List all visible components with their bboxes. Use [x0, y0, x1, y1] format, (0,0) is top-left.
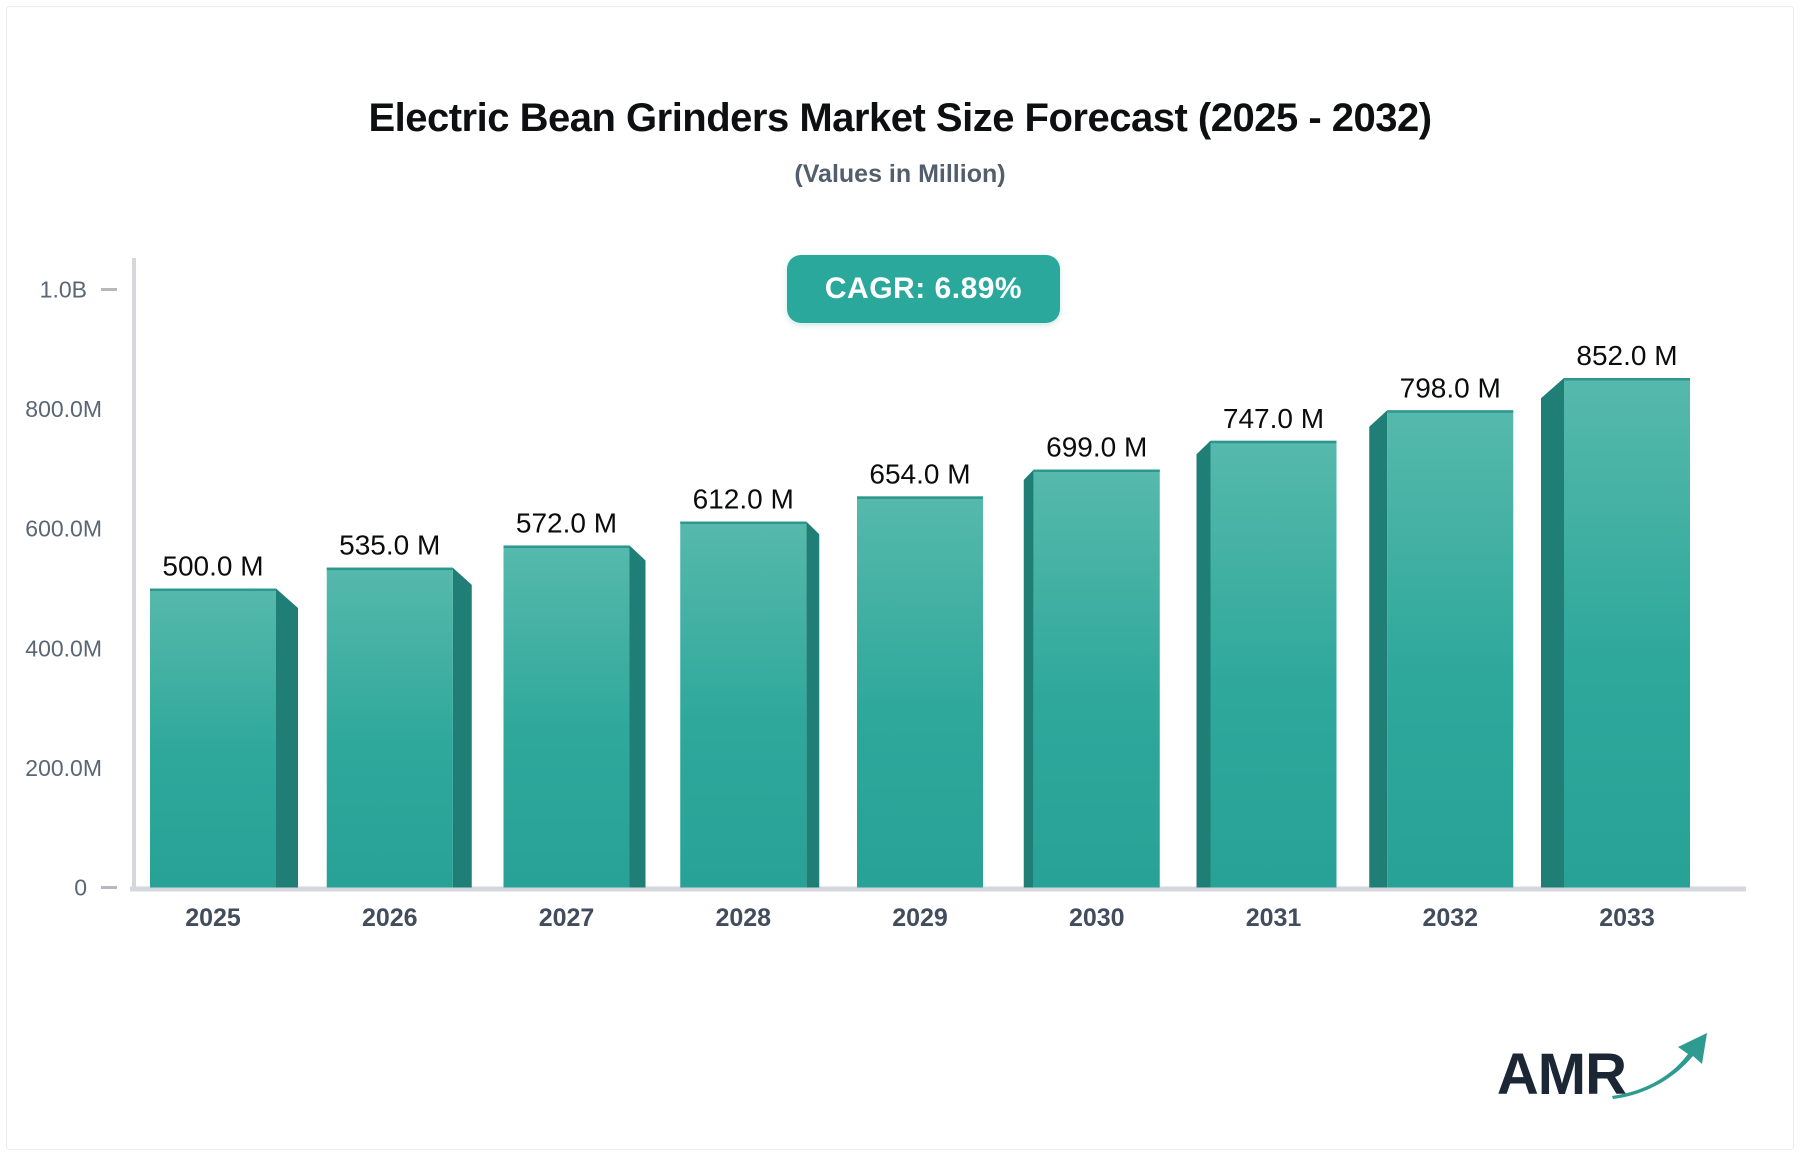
- bar-2025[interactable]: [150, 588, 276, 888]
- x-axis-label: 2026: [362, 904, 418, 932]
- bar-value-label: 572.0 M: [516, 507, 617, 538]
- bar-group-2032: 798.0 M 2032: [1369, 372, 1514, 932]
- y-axis-label: 400.0M: [25, 635, 102, 661]
- bar-side-face: [1023, 469, 1034, 888]
- bar-side-face: [1541, 378, 1564, 888]
- bar-side-face: [1196, 440, 1211, 888]
- bar-2026[interactable]: [326, 567, 453, 888]
- bar-group-2029: 654.0 M 2029: [857, 458, 983, 932]
- trend-up-arrow-icon: [1612, 1033, 1707, 1099]
- bar-side-face: [806, 521, 820, 888]
- bar-group-2031: 747.0 M 2031: [1196, 403, 1337, 932]
- x-axis-label: 2027: [539, 904, 595, 932]
- bar-2033[interactable]: [1564, 378, 1690, 888]
- y-axis-label: 800.0M: [25, 396, 102, 422]
- x-axis-label: 2028: [715, 904, 771, 932]
- x-axis-label: 2030: [1069, 904, 1125, 932]
- bar-value-label: 612.0 M: [693, 484, 794, 515]
- x-axis-label: 2031: [1246, 904, 1302, 932]
- y-axis-label: 0: [74, 875, 87, 901]
- bar-value-label: 535.0 M: [339, 530, 440, 561]
- x-axis-label: 2029: [892, 904, 948, 932]
- x-axis-label: 2025: [185, 904, 241, 932]
- bar-side-face: [276, 588, 298, 888]
- bar-group-2025: 500.0 M 2025: [150, 551, 298, 932]
- bar-2027[interactable]: [503, 545, 630, 888]
- bar-2029[interactable]: [857, 496, 983, 888]
- chart-subtitle: (Values in Million): [794, 160, 1006, 188]
- bar-side-face: [1369, 410, 1388, 888]
- bar-value-label: 852.0 M: [1576, 340, 1677, 371]
- y-axis-label: 1.0B: [40, 277, 87, 303]
- bar-2032[interactable]: [1387, 410, 1514, 888]
- bar-group-2026: 535.0 M 2026: [326, 530, 472, 932]
- bar-2030[interactable]: [1033, 469, 1160, 888]
- amr-logo-text: AMR: [1496, 1042, 1627, 1107]
- bar-side-face: [452, 567, 472, 888]
- y-axis-label: 600.0M: [25, 516, 102, 542]
- bar-side-face: [629, 545, 646, 888]
- bar-value-label: 747.0 M: [1223, 403, 1324, 434]
- x-axis-label: 2033: [1599, 904, 1655, 932]
- bar-value-label: 500.0 M: [162, 551, 263, 582]
- cagr-badge-label: CAGR: 6.89%: [824, 272, 1023, 305]
- bar-value-label: 798.0 M: [1400, 372, 1501, 403]
- bar-group-2028: 612.0 M 2028: [680, 484, 820, 932]
- bar-2031[interactable]: [1210, 440, 1337, 888]
- bar-value-label: 654.0 M: [869, 458, 970, 489]
- bar-value-label: 699.0 M: [1046, 431, 1147, 462]
- x-axis-label: 2032: [1422, 904, 1478, 932]
- chart-title: Electric Bean Grinders Market Size Forec…: [368, 96, 1432, 140]
- bar-group-2030: 699.0 M 2030: [1023, 431, 1160, 932]
- bar-group-2033: 852.0 M 2033: [1541, 340, 1690, 932]
- y-axis-label: 200.0M: [25, 755, 102, 781]
- bar-2028[interactable]: [680, 521, 807, 888]
- amr-logo: AMR: [1497, 1030, 1710, 1104]
- cagr-badge: CAGR: 6.89%: [787, 255, 1060, 323]
- bar-group-2027: 572.0 M 2027: [503, 507, 646, 932]
